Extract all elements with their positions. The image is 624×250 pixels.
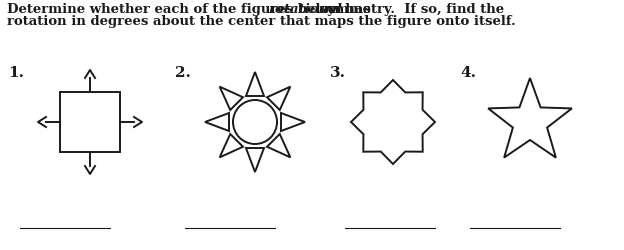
Text: 4.: 4. bbox=[460, 66, 476, 80]
Text: 2.: 2. bbox=[175, 66, 191, 80]
Text: rotation in degrees about the center that maps the figure onto itself.: rotation in degrees about the center tha… bbox=[7, 15, 516, 28]
Text: 1.: 1. bbox=[8, 66, 24, 80]
Text: Determine whether each of the figures below has: Determine whether each of the figures be… bbox=[7, 3, 376, 16]
Text: symmetry.  If so, find the: symmetry. If so, find the bbox=[315, 3, 504, 16]
Text: 3.: 3. bbox=[330, 66, 346, 80]
Text: rotational: rotational bbox=[268, 3, 342, 16]
